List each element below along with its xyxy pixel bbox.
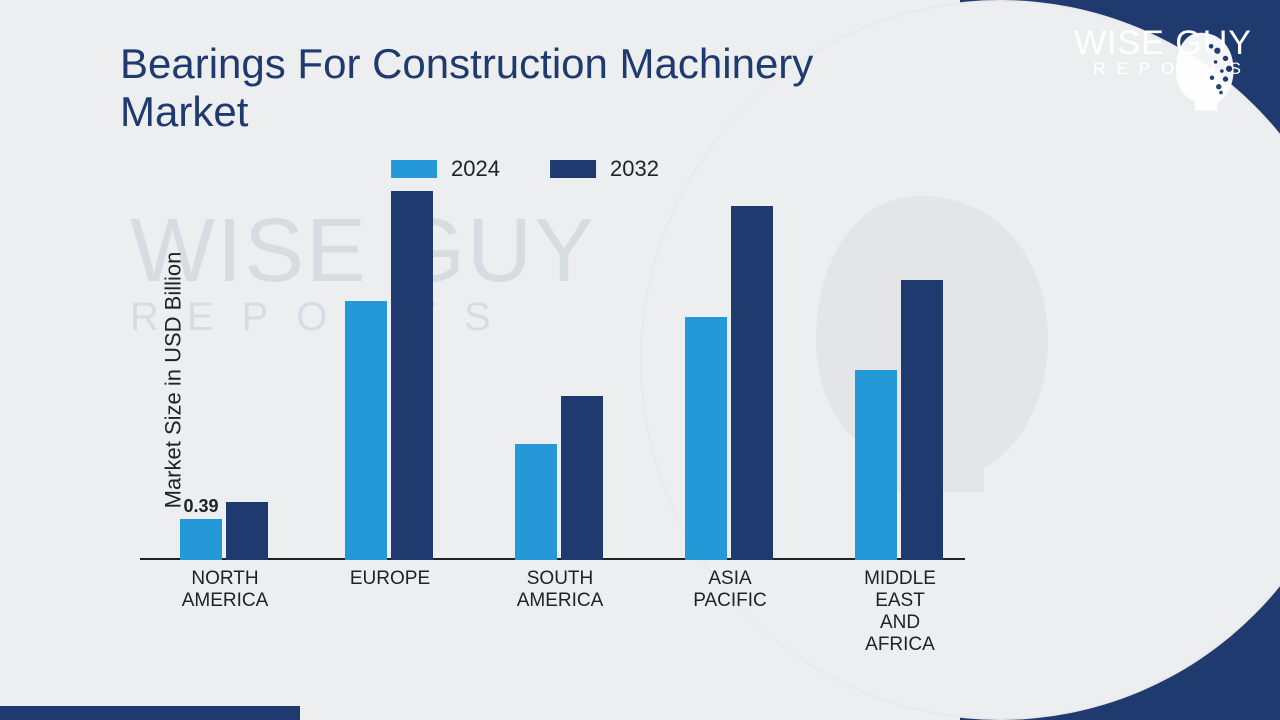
bar [515,444,557,560]
chart-title: Bearings For Construction Machinery Mark… [120,40,840,137]
logo-head-icon [1148,26,1258,116]
legend-item-2024: 2024 [391,156,500,182]
bar [180,519,222,560]
x-axis-label: ASIA PACIFIC [660,568,800,612]
report-canvas: WISE GUY REPORTS Bearings For Constructi… [0,0,1280,720]
x-axis-label: SOUTH AMERICA [490,568,630,612]
bar [226,502,268,560]
legend-swatch [550,160,596,178]
legend-label: 2024 [451,156,500,182]
bar [685,317,727,560]
x-axis-label: EUROPE [320,568,460,590]
legend-swatch [391,160,437,178]
x-axis-label: MIDDLE EAST AND AFRICA [830,568,970,655]
legend: 2024 2032 [391,156,659,182]
plot-area: NORTH AMERICA0.39EUROPESOUTH AMERICAASIA… [140,180,965,560]
legend-label: 2032 [610,156,659,182]
x-axis-label: NORTH AMERICA [155,568,295,612]
bar [855,370,897,560]
bar [731,206,773,560]
footer-accent-bar [0,706,300,720]
legend-item-2032: 2032 [550,156,659,182]
bar [345,301,387,560]
bar [391,191,433,560]
bar [901,280,943,560]
bar-value-label: 0.39 [180,496,222,517]
bar-chart: Market Size in USD Billion 2024 2032 NOR… [85,160,965,600]
bar [561,396,603,560]
